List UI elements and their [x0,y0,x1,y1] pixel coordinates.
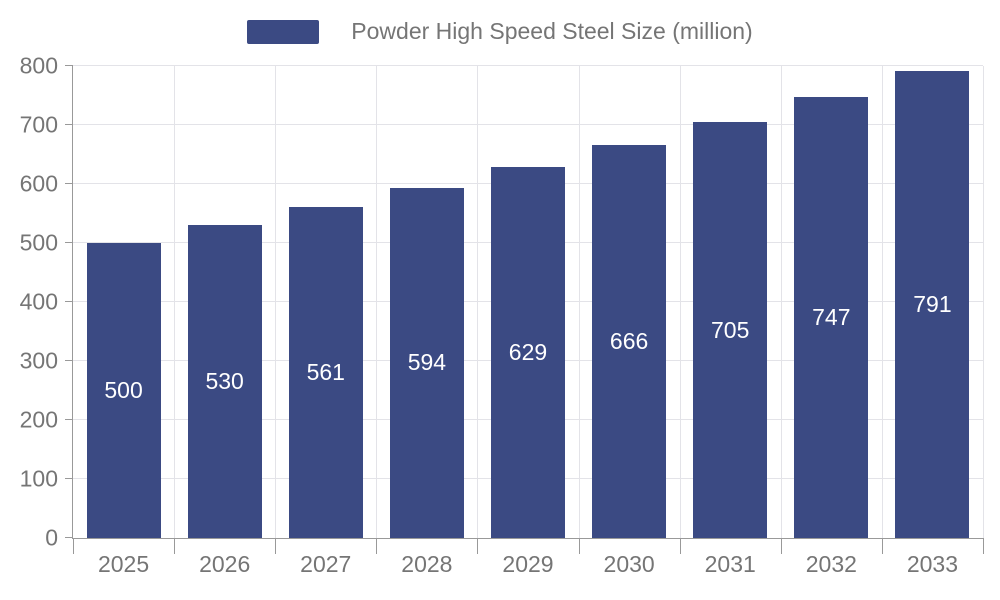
y-axis-tick-label: 200 [19,406,58,433]
x-axis-tick [376,538,378,554]
bar-value-label: 594 [407,349,447,376]
x-gridline [983,66,984,538]
bar-value-label: 561 [306,359,345,385]
legend-swatch [247,19,320,44]
bar-2025[interactable]: 500 [86,243,161,538]
y-axis-tick [65,301,73,302]
bar-2030[interactable]: 666 [592,145,667,538]
x-gridline [780,66,782,538]
y-axis-tick-label: 0 [45,524,58,551]
y-axis-tick-label: 600 [19,170,58,197]
y-axis-tick-label: 400 [19,288,58,315]
bar-2029[interactable]: 629 [490,166,565,538]
y-axis-tick [65,183,73,184]
bar-2027[interactable]: 561 [288,207,363,538]
x-gridline [881,66,883,538]
y-axis-tick-label: 700 [19,111,58,138]
x-gridline [275,66,277,538]
y-gridline [73,124,983,125]
x-axis-category-label: 2028 [401,551,453,577]
x-axis-category-label: 2031 [704,551,756,577]
x-axis-tick [780,538,782,554]
x-axis-category-label: 2025 [97,551,150,577]
x-axis-tick [174,538,176,554]
x-axis-tick [983,538,984,554]
bar-value-label: 705 [711,316,750,343]
x-axis-tick [679,538,681,554]
bar-2031[interactable]: 705 [693,122,768,538]
plot-area: 0 100 200 300 400 500 600 700 800 500 2025 530 2026 5… [20,53,984,577]
y-axis-tick [65,65,73,66]
bar-value-label: 629 [508,338,548,365]
bar-2033[interactable]: 791 [895,71,970,538]
y-axis-tick [65,419,73,420]
x-gridline [679,66,681,538]
x-axis-category-label: 2032 [805,551,857,577]
x-axis-category-label: 2026 [199,551,251,577]
x-gridline [174,66,176,538]
x-axis-tick [578,538,580,554]
chart-legend[interactable]: Powder High Speed Steel Size (million) [0,18,1000,45]
bar-value-label: 500 [104,377,143,403]
x-axis-tick [477,538,479,554]
legend-label: Powder High Speed Steel Size (million) [351,18,753,44]
x-axis-tick [73,538,74,554]
x-gridline [477,66,479,538]
x-axis-category-label: 2030 [603,551,655,577]
bar-value-label: 530 [205,368,244,395]
y-axis-tick-label: 300 [19,347,58,374]
x-axis-category-label: 2033 [906,551,959,577]
y-axis-tick [65,478,73,479]
y-axis-tick [65,537,73,538]
bar-2026[interactable]: 530 [187,225,262,538]
bar-2032[interactable]: 747 [794,97,869,538]
x-gridline [376,66,378,538]
x-axis-category-label: 2029 [502,551,554,577]
y-axis-tick [65,124,73,125]
bar-2028[interactable]: 594 [389,187,464,538]
y-gridline [73,65,983,66]
y-axis-tick [65,360,73,361]
x-gridline [578,66,580,538]
x-axis-category-label: 2027 [300,551,352,577]
bar-value-label: 666 [609,328,649,355]
y-axis-tick-label: 100 [19,465,58,492]
bar-value-label: 747 [812,304,851,331]
x-axis-tick [881,538,883,554]
y-axis-tick-label: 800 [19,52,58,79]
x-axis-tick [275,538,277,554]
bar-value-label: 791 [913,291,952,318]
y-axis-tick-label: 500 [19,229,58,256]
y-axis-tick [65,242,73,243]
